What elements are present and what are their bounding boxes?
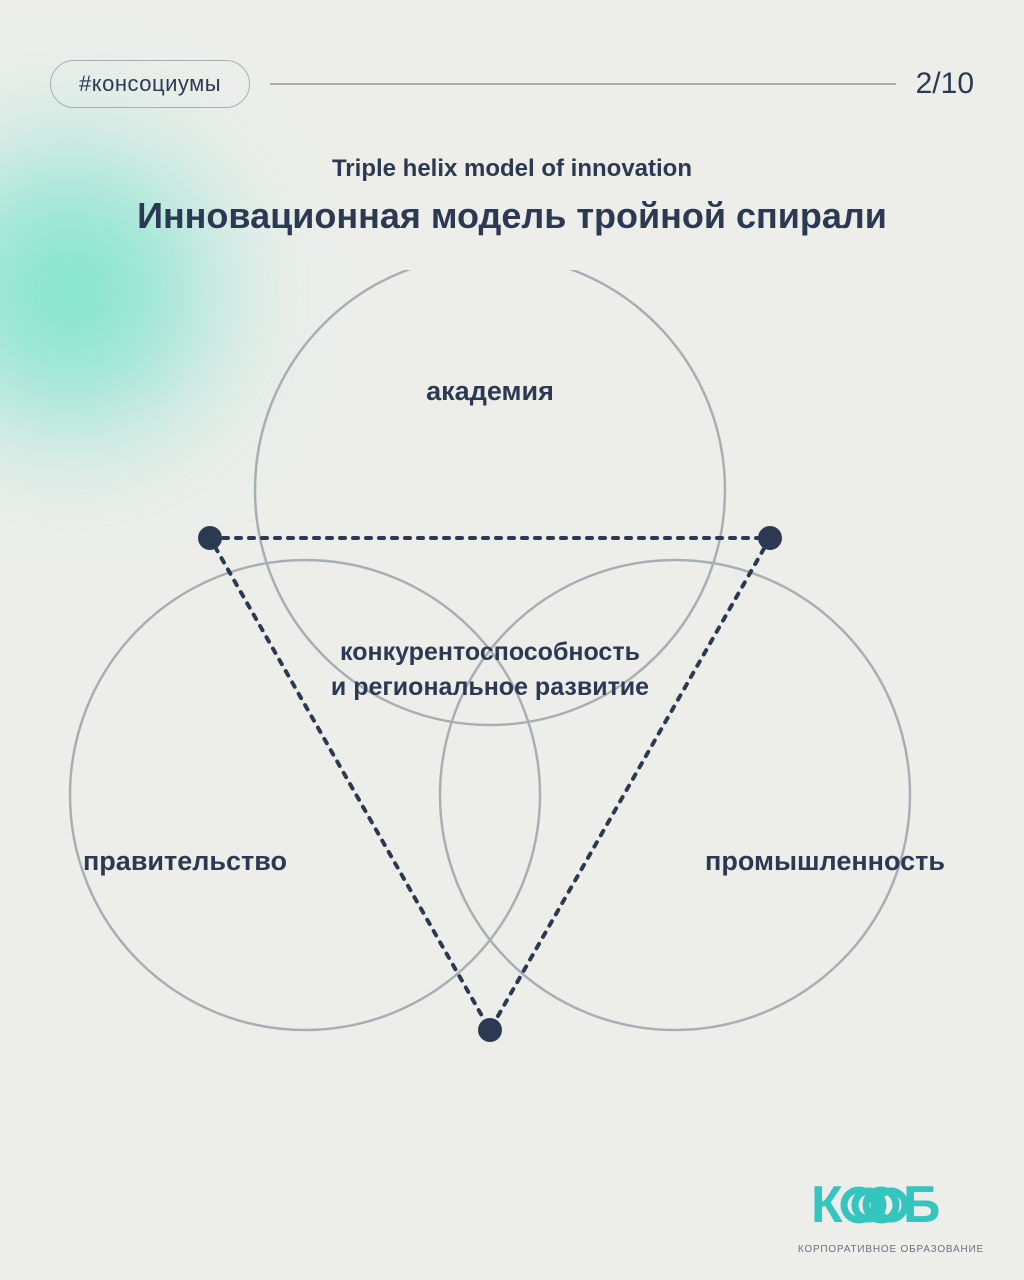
logo-svg: К Б <box>811 1177 971 1237</box>
title-block: Triple helix model of innovation Инновац… <box>0 155 1024 237</box>
logo-subtitle: КОРПОРАТИВНОЕ ОБРАЗОВАНИЕ <box>798 1244 984 1255</box>
footer-logo: К Б КОРПОРАТИВНОЕ ОБРАЗОВАНИЕ <box>798 1177 984 1255</box>
svg-text:К: К <box>811 1177 843 1234</box>
triangle-vertex-dot <box>478 1018 502 1042</box>
venn-label: академия <box>426 376 554 406</box>
venn-label: правительство <box>83 846 287 876</box>
center-label-line2: и региональное развитие <box>331 673 649 701</box>
venn-circle <box>440 560 910 1030</box>
tag-pill: #консоциумы <box>50 60 250 108</box>
center-label-line1: конкурентоспособность <box>340 638 640 666</box>
subtitle: Triple helix model of innovation <box>0 155 1024 183</box>
venn-label: промышленность <box>705 846 945 876</box>
triangle-dotted <box>210 538 770 1030</box>
triangle-vertex-dot <box>758 526 782 550</box>
page-counter: 2/10 <box>916 67 974 101</box>
venn-circle <box>70 560 540 1030</box>
header-divider <box>270 83 896 85</box>
venn-diagram: академия правительство промышленность конку… <box>0 270 1024 1170</box>
svg-text:Б: Б <box>903 1177 940 1234</box>
header: #консоциумы 2/10 <box>50 60 974 108</box>
tag-text: #консоциумы <box>79 71 221 96</box>
main-title: Инновационная модель тройной спирали <box>0 195 1024 237</box>
triangle-vertex-dot <box>198 526 222 550</box>
